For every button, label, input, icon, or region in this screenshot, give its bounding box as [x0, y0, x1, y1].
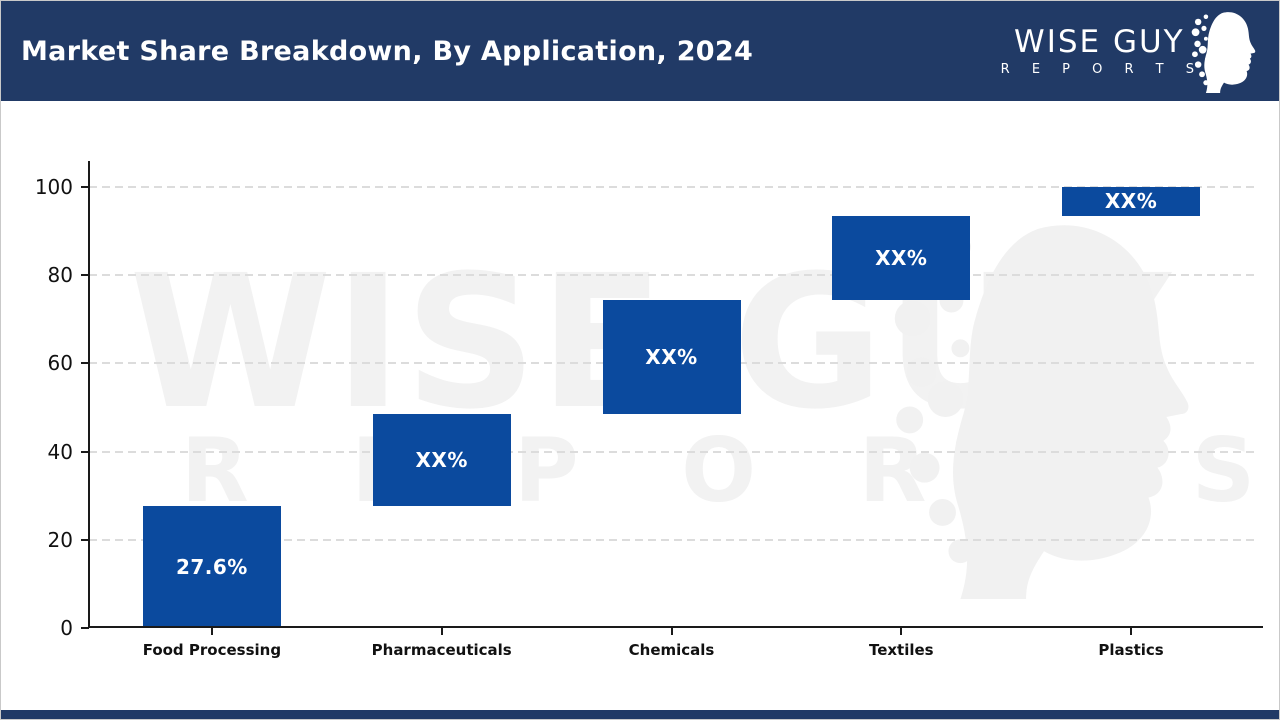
- y-tick-40: [81, 450, 89, 453]
- x-tick-textiles: [900, 628, 903, 635]
- y-tick-20: [81, 538, 89, 541]
- x-tick-chemicals: [670, 628, 673, 635]
- x-tick-label-plastics: Plastics: [1098, 641, 1164, 659]
- x-tick-food-processing: [210, 628, 213, 635]
- bar-value-label-chemicals: XX%: [645, 344, 698, 369]
- gridline-20: [89, 538, 1257, 541]
- header-bar: Market Share Breakdown, By Application, …: [1, 1, 1279, 101]
- bar-textiles: XX%: [832, 215, 971, 300]
- x-axis-line: [88, 626, 1263, 628]
- y-tick-60: [81, 362, 89, 365]
- x-tick-label-textiles: Textiles: [868, 641, 934, 659]
- brand-subname: R E P O R T S: [1000, 61, 1203, 77]
- brand-logo-text: WISE GUY R E P O R T S: [996, 23, 1203, 77]
- bar-value-label-plastics: XX%: [1104, 189, 1158, 214]
- y-tick-label-100: 100: [34, 175, 73, 199]
- y-tick-label-0: 0: [60, 616, 73, 640]
- x-tick-pharmaceuticals: [440, 628, 443, 635]
- y-tick-label-80: 80: [47, 263, 73, 288]
- x-tick-plastics: [1130, 628, 1133, 635]
- y-tick-label-20: 20: [47, 527, 73, 552]
- bar-food-processing: 27.6%: [142, 506, 281, 628]
- y-tick-80: [81, 274, 89, 277]
- y-tick-label-40: 40: [47, 439, 73, 464]
- bar-value-label-food-processing: 27.6%: [175, 555, 248, 580]
- gridline-100: [89, 186, 1257, 188]
- gridline-40: [89, 450, 1257, 453]
- bar-value-label-pharmaceuticals: XX%: [415, 447, 468, 472]
- bar-value-label-textiles: XX%: [875, 245, 928, 270]
- y-tick-label-60: 60: [47, 351, 73, 376]
- page-title: Market Share Breakdown, By Application, …: [21, 35, 754, 67]
- y-tick-100: [81, 186, 89, 188]
- y-tick-0: [81, 627, 89, 629]
- bar-pharmaceuticals: XX%: [372, 413, 511, 507]
- y-axis-line: [88, 161, 90, 628]
- footer-bar: [1, 710, 1279, 719]
- brand-name: WISE GUY: [1014, 23, 1185, 60]
- face-logo-icon: [1191, 12, 1256, 93]
- gridline-80: [89, 274, 1257, 277]
- bar-chemicals: XX%: [602, 299, 741, 414]
- brand-logo: WISE GUY R E P O R T S: [996, 9, 1257, 93]
- bar-plastics: XX%: [1062, 187, 1201, 216]
- x-tick-label-chemicals: Chemicals: [628, 641, 715, 659]
- x-tick-label-pharmaceuticals: Pharmaceuticals: [371, 641, 512, 659]
- x-tick-label-food-processing: Food Processing: [142, 641, 282, 659]
